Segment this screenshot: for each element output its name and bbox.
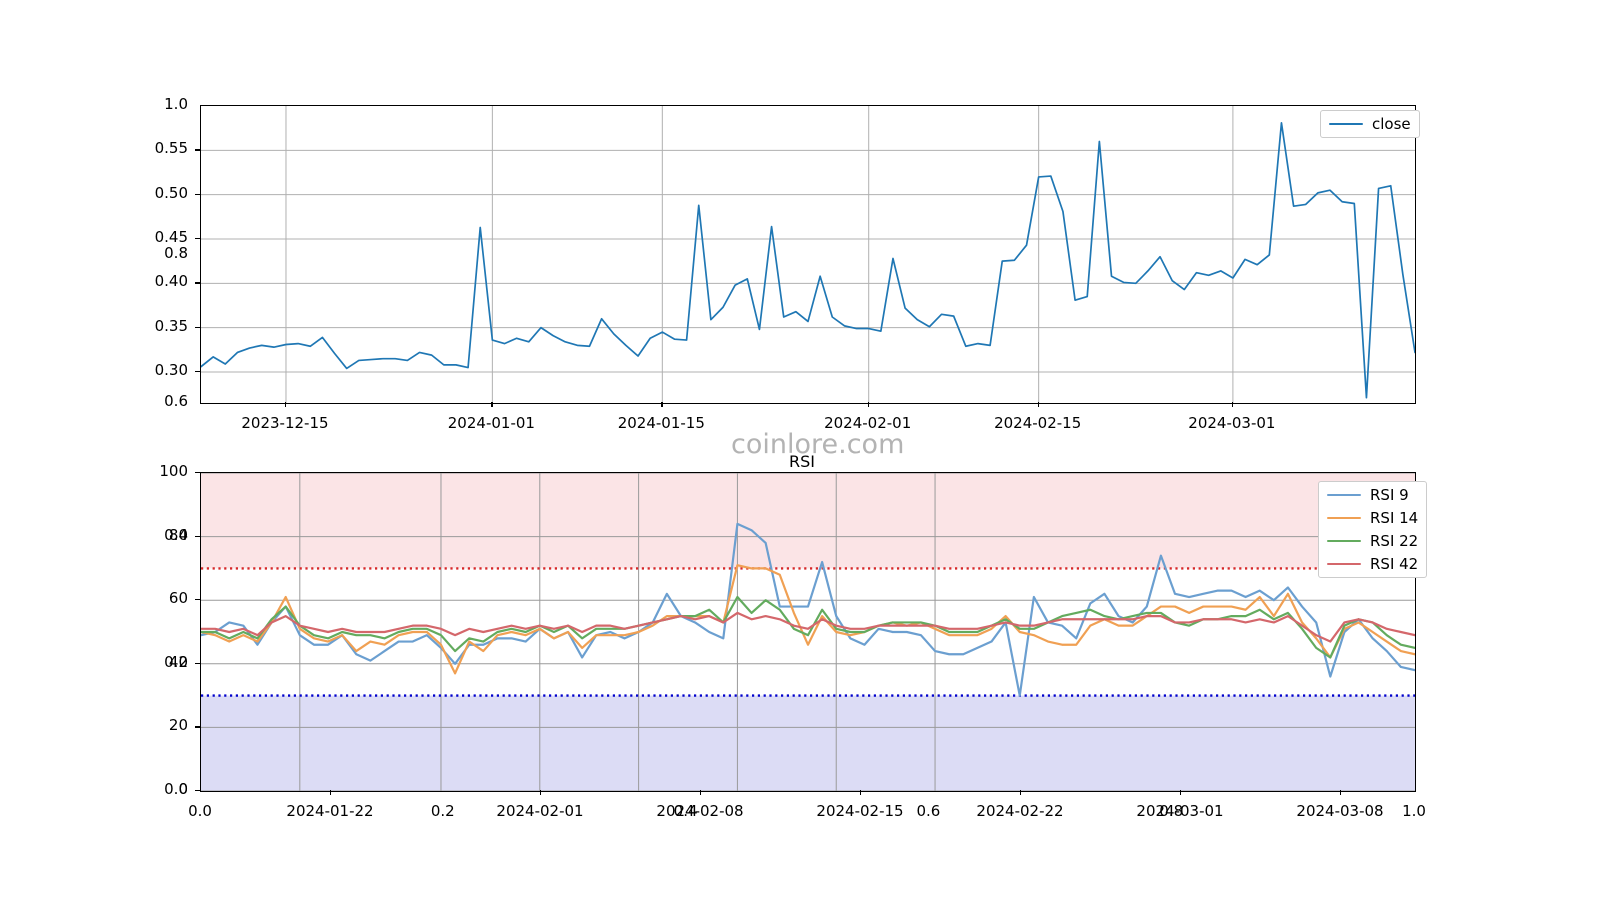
- price-x-tick-2: 2024-01-15: [617, 414, 705, 432]
- rsi-overlay-x-tick-4: 0.8: [1159, 802, 1184, 820]
- rsi-legend: RSI 9 RSI 14 RSI 22 RSI 42: [1318, 481, 1428, 578]
- rsi-x-tick-date-6: 2024-03-08: [1296, 802, 1384, 820]
- rsi-x-tickmark-0: [330, 790, 332, 795]
- rsi-overlay-y-tick-0: 0.4: [164, 525, 188, 544]
- rsi-x-tick-date-1: 2024-02-01: [496, 802, 584, 820]
- price-overlay-y-tick-2: 0.6: [164, 392, 188, 410]
- price-y-tick-0.5: 0.50: [154, 183, 188, 202]
- legend-item-close: close: [1329, 116, 1411, 132]
- rsi-overlay-x-tick-1: 0.2: [430, 802, 455, 820]
- rsi-y-tickmark-0: [195, 790, 200, 792]
- rsi-y-tick-80: 80: [168, 525, 188, 544]
- legend-swatch-rsi-22: [1327, 539, 1361, 543]
- rsi-y-tick-40: 40: [168, 652, 188, 671]
- legend-item-rsi-14: RSI 14: [1327, 510, 1418, 526]
- rsi-overlay-x-tick-0: 0.0: [188, 802, 212, 820]
- rsi-panel-title: RSI: [789, 452, 815, 471]
- rsi-y-tickmark-80: [195, 535, 200, 537]
- price-y-tick-0.4: 0.40: [154, 272, 188, 291]
- legend-swatch-rsi-9: [1327, 493, 1361, 497]
- rsi-x-tickmark-2: [700, 790, 702, 795]
- price-x-tickmark-1: [491, 402, 493, 407]
- legend-label-rsi-42: RSI 42: [1370, 555, 1419, 573]
- price-x-tick-0: 2023-12-15: [241, 414, 329, 432]
- rsi-x-tickmark-1: [540, 790, 542, 795]
- price-y-tickmark-0.35: [195, 326, 200, 328]
- price-y-tickmark-0.5: [195, 193, 200, 195]
- price-x-tick-3: 2024-02-01: [824, 414, 912, 432]
- price-overlay-y-tick-0: 1.0: [164, 95, 188, 113]
- legend-label-rsi-22: RSI 22: [1370, 532, 1419, 550]
- rsi-y-tickmark-60: [195, 599, 200, 601]
- legend-label-rsi-14: RSI 14: [1370, 509, 1419, 527]
- price-plot-area: [201, 106, 1415, 403]
- price-x-tick-4: 2024-02-15: [994, 414, 1082, 432]
- price-x-tick-5: 2024-03-01: [1188, 414, 1276, 432]
- rsi-x-tickmark-5: [1180, 790, 1182, 795]
- rsi-y-tick-20: 20: [168, 716, 188, 735]
- legend-label-close: close: [1372, 115, 1411, 133]
- rsi-y-tickmark-40: [195, 662, 200, 665]
- rsi-x-tickmark-4: [1020, 790, 1022, 795]
- rsi-y-tickmark-20: [195, 726, 200, 728]
- legend-swatch-rsi-42: [1327, 562, 1361, 566]
- rsi-overlay-x-tick-3: 0.6: [916, 802, 941, 820]
- price-y-tick-0.3: 0.30: [154, 360, 188, 379]
- legend-item-rsi-9: RSI 9: [1327, 487, 1418, 503]
- rsi-overlay-x-tick-5: 1.0: [1402, 802, 1426, 820]
- legend-swatch-close: [1329, 122, 1363, 126]
- rsi-y-tick-100: 100: [159, 462, 188, 480]
- rsi-x-tick-date-2: 2024-02-08: [656, 802, 744, 820]
- watermark-coinlore: coinlore.com: [731, 429, 905, 460]
- price-overlay-y-tick-1: 0.8: [164, 243, 188, 262]
- price-x-tickmark-3: [867, 402, 869, 407]
- price-chart-panel: [200, 105, 1416, 404]
- rsi-y-tick-0: 0: [178, 780, 188, 798]
- rsi-x-tick-date-4: 2024-02-22: [976, 802, 1064, 820]
- rsi-y-tickmark-100: [195, 472, 200, 474]
- rsi-y-tick-60: 60: [168, 589, 188, 608]
- price-y-tick-0.55: 0.55: [154, 139, 188, 158]
- rsi-plot-area: [201, 473, 1415, 791]
- legend-item-rsi-22: RSI 22: [1327, 533, 1418, 549]
- rsi-x-tick-date-0: 2024-01-22: [286, 802, 374, 820]
- price-y-tick-0.35: 0.35: [154, 316, 188, 335]
- price-y-tickmark-0.45: [195, 237, 200, 240]
- price-y-tickmark-0.4: [195, 282, 200, 284]
- rsi-x-tick-date-5: 2024-03-01: [1136, 802, 1224, 820]
- rsi-overlay-y-tick-2: 0.0: [164, 780, 188, 798]
- price-y-tickmark-0.55: [195, 149, 200, 151]
- rsi-overlay-x-tick-2: 0.4: [673, 802, 698, 820]
- price-legend: close: [1320, 110, 1420, 138]
- rsi-x-tickmark-3: [860, 790, 862, 795]
- rsi-x-tick-date-3: 2024-02-15: [816, 802, 904, 820]
- legend-swatch-rsi-14: [1327, 516, 1361, 520]
- price-x-tickmark-0: [284, 402, 287, 407]
- price-y-tick-0.45: 0.45: [154, 227, 188, 246]
- price-x-tickmark-5: [1231, 402, 1234, 407]
- legend-label-rsi-9: RSI 9: [1370, 486, 1409, 504]
- rsi-x-tickmark-6: [1340, 790, 1342, 795]
- rsi-overlay-y-tick-1: 0.2: [164, 652, 188, 671]
- price-y-tickmark-0.3: [195, 370, 200, 373]
- price-x-tickmark-4: [1037, 402, 1039, 407]
- price-x-tick-1: 2024-01-01: [447, 414, 535, 432]
- legend-item-rsi-42: RSI 42: [1327, 556, 1418, 572]
- rsi-chart-panel: [200, 472, 1416, 792]
- price-x-tickmark-2: [661, 402, 663, 407]
